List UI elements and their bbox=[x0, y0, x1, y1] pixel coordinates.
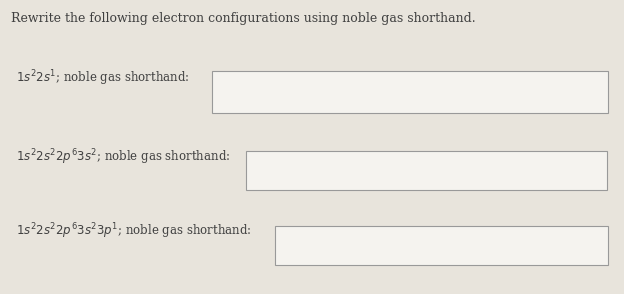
Text: Rewrite the following electron configurations using noble gas shorthand.: Rewrite the following electron configura… bbox=[11, 12, 476, 25]
FancyBboxPatch shape bbox=[275, 226, 608, 265]
FancyBboxPatch shape bbox=[246, 151, 607, 190]
FancyBboxPatch shape bbox=[212, 71, 608, 113]
Text: $1s^22s^22p^63s^2$; noble gas shorthand:: $1s^22s^22p^63s^2$; noble gas shorthand: bbox=[16, 148, 230, 167]
Text: $1s^22s^1$; noble gas shorthand:: $1s^22s^1$; noble gas shorthand: bbox=[16, 68, 189, 88]
Text: $1s^22s^22p^63s^23p^1$; noble gas shorthand:: $1s^22s^22p^63s^23p^1$; noble gas shorth… bbox=[16, 221, 251, 240]
